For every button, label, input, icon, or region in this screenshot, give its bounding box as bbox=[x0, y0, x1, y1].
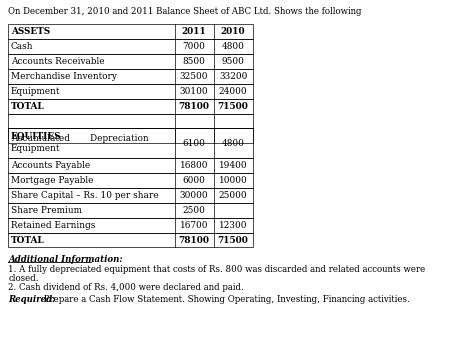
Text: TOTAL: TOTAL bbox=[11, 235, 45, 244]
Bar bbox=[8, 39, 253, 54]
Text: 10000: 10000 bbox=[219, 176, 248, 185]
Bar bbox=[8, 54, 253, 69]
Text: On December 31, 2010 and 2011 Balance Sheet of ABC Ltd. Shows the following: On December 31, 2010 and 2011 Balance Sh… bbox=[8, 7, 362, 16]
Text: 1. A fully depreciated equipment that costs of Rs. 800 was discarded and related: 1. A fully depreciated equipment that co… bbox=[8, 265, 425, 274]
Bar bbox=[8, 113, 253, 129]
Text: ASSETS: ASSETS bbox=[11, 27, 50, 36]
Text: 78100: 78100 bbox=[179, 235, 210, 244]
Text: Share Premium: Share Premium bbox=[11, 206, 82, 215]
Bar bbox=[8, 158, 253, 173]
Text: 25000: 25000 bbox=[219, 191, 248, 200]
Bar bbox=[8, 173, 253, 188]
Text: 2500: 2500 bbox=[183, 206, 205, 215]
Text: 32500: 32500 bbox=[180, 72, 208, 81]
Text: 2011: 2011 bbox=[182, 27, 206, 36]
Text: 8500: 8500 bbox=[183, 57, 205, 66]
Bar bbox=[8, 84, 253, 99]
Bar bbox=[8, 99, 253, 113]
Text: EQUITIES: EQUITIES bbox=[11, 131, 61, 140]
Text: 4800: 4800 bbox=[222, 139, 244, 148]
Text: 9500: 9500 bbox=[222, 57, 244, 66]
Text: Accounts Receivable: Accounts Receivable bbox=[11, 57, 105, 66]
Bar bbox=[8, 188, 253, 203]
Text: 2010: 2010 bbox=[221, 27, 245, 36]
Bar bbox=[8, 129, 253, 143]
Text: closed.: closed. bbox=[8, 274, 39, 283]
Bar bbox=[8, 218, 253, 232]
Text: Retained Earnings: Retained Earnings bbox=[11, 221, 95, 230]
Text: Accounts Payable: Accounts Payable bbox=[11, 161, 90, 170]
Text: 19400: 19400 bbox=[219, 161, 248, 170]
Text: 71500: 71500 bbox=[218, 235, 249, 244]
Text: Required:: Required: bbox=[8, 295, 55, 304]
Bar bbox=[8, 232, 253, 248]
Text: 6000: 6000 bbox=[183, 176, 205, 185]
Text: 24000: 24000 bbox=[219, 87, 248, 96]
Bar bbox=[8, 203, 253, 218]
Text: 16700: 16700 bbox=[180, 221, 208, 230]
Text: 7000: 7000 bbox=[183, 42, 205, 51]
Text: 71500: 71500 bbox=[218, 101, 249, 110]
Text: TOTAL: TOTAL bbox=[11, 101, 45, 110]
Text: 30100: 30100 bbox=[180, 87, 208, 96]
Text: 16800: 16800 bbox=[180, 161, 208, 170]
Text: Merchandise Inventory: Merchandise Inventory bbox=[11, 72, 117, 81]
Text: Accumulated       Depreciation
Equipment: Accumulated Depreciation Equipment bbox=[11, 134, 149, 153]
Text: 33200: 33200 bbox=[219, 72, 247, 81]
Text: Equipment: Equipment bbox=[11, 87, 61, 96]
Bar bbox=[8, 129, 253, 158]
Bar bbox=[8, 69, 253, 84]
Text: Prepare a Cash Flow Statement. Showing Operating, Investing, Financing activitie: Prepare a Cash Flow Statement. Showing O… bbox=[41, 295, 410, 304]
Bar bbox=[8, 24, 253, 39]
Text: Cash: Cash bbox=[11, 42, 33, 51]
Text: Mortgage Payable: Mortgage Payable bbox=[11, 176, 93, 185]
Text: 2. Cash dividend of Rs. 4,000 were declared and paid.: 2. Cash dividend of Rs. 4,000 were decla… bbox=[8, 283, 244, 292]
Text: Share Capital – Rs. 10 per share: Share Capital – Rs. 10 per share bbox=[11, 191, 159, 200]
Text: 4800: 4800 bbox=[222, 42, 244, 51]
Text: Additional Information:: Additional Information: bbox=[8, 256, 123, 264]
Text: 30000: 30000 bbox=[180, 191, 208, 200]
Text: 6100: 6100 bbox=[183, 139, 205, 148]
Text: 12300: 12300 bbox=[219, 221, 247, 230]
Text: 78100: 78100 bbox=[179, 101, 210, 110]
